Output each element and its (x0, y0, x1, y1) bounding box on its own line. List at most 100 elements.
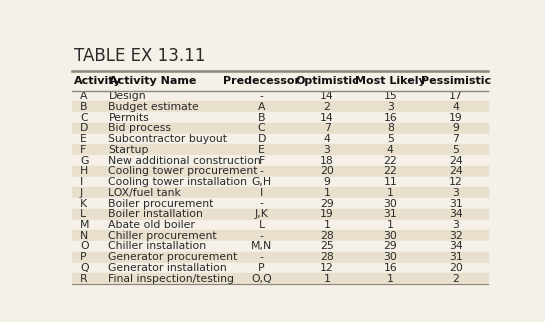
Bar (72, 273, 488, 284)
Text: P: P (80, 252, 87, 262)
Text: J,K: J,K (255, 209, 269, 219)
Text: 24: 24 (449, 166, 463, 176)
Text: N: N (80, 231, 88, 241)
Text: 3: 3 (387, 102, 393, 112)
Text: 24: 24 (449, 156, 463, 166)
Bar (72, 252, 488, 263)
Text: 5: 5 (387, 134, 393, 144)
Text: 9: 9 (452, 123, 459, 133)
Text: 14: 14 (320, 91, 334, 101)
Text: 30: 30 (383, 252, 397, 262)
Text: A: A (258, 102, 265, 112)
Text: LOX/fuel tank: LOX/fuel tank (108, 188, 181, 198)
Text: A: A (80, 91, 87, 101)
Bar (72, 209, 488, 220)
Text: 31: 31 (449, 252, 463, 262)
Text: J: J (80, 188, 83, 198)
Text: 3: 3 (452, 188, 459, 198)
Text: Chiller installation: Chiller installation (108, 242, 207, 251)
Text: -: - (260, 166, 264, 176)
Text: M: M (80, 220, 89, 230)
Text: Chiller procurement: Chiller procurement (108, 231, 217, 241)
Text: 32: 32 (449, 231, 463, 241)
Text: Q: Q (80, 263, 89, 273)
Text: Predecessor: Predecessor (223, 76, 300, 86)
Text: 17: 17 (449, 91, 463, 101)
Bar (72, 123, 488, 134)
Text: I: I (80, 177, 83, 187)
Text: Activity Name: Activity Name (110, 76, 197, 86)
Text: M,N: M,N (251, 242, 272, 251)
Text: -: - (260, 199, 264, 209)
Text: 29: 29 (383, 242, 397, 251)
Text: 19: 19 (449, 113, 463, 123)
Text: 4: 4 (387, 145, 393, 155)
Text: Subcontractor buyout: Subcontractor buyout (108, 134, 227, 144)
Text: O: O (80, 242, 89, 251)
Text: 7: 7 (324, 123, 331, 133)
Text: 8: 8 (387, 123, 393, 133)
Text: Permits: Permits (108, 113, 149, 123)
Text: 34: 34 (449, 242, 463, 251)
Text: 5: 5 (452, 145, 459, 155)
Text: 28: 28 (320, 252, 334, 262)
Text: 1: 1 (387, 220, 393, 230)
Bar (72, 263, 488, 273)
Text: E: E (258, 145, 265, 155)
Text: 11: 11 (383, 177, 397, 187)
Text: 19: 19 (320, 209, 334, 219)
Text: Design: Design (108, 91, 146, 101)
Text: -: - (260, 252, 264, 262)
Text: 4: 4 (452, 102, 459, 112)
Text: G: G (80, 156, 88, 166)
Text: 1: 1 (387, 274, 393, 284)
Text: Pessimistic: Pessimistic (421, 76, 490, 86)
Text: 22: 22 (383, 156, 397, 166)
Bar (72, 101, 488, 112)
Text: Boiler procurement: Boiler procurement (108, 199, 214, 209)
Text: B: B (258, 113, 265, 123)
Text: 7: 7 (452, 134, 459, 144)
Text: C: C (80, 113, 88, 123)
Bar (72, 198, 488, 209)
Text: 28: 28 (320, 231, 334, 241)
Text: 3: 3 (324, 145, 331, 155)
Text: Cooling tower procurement: Cooling tower procurement (108, 166, 258, 176)
Bar (72, 112, 488, 123)
Text: 1: 1 (324, 274, 331, 284)
Bar (72, 230, 488, 241)
Text: 4: 4 (324, 134, 331, 144)
Text: 16: 16 (383, 263, 397, 273)
Text: 1: 1 (387, 188, 393, 198)
Text: H: H (80, 166, 88, 176)
Bar (72, 166, 488, 177)
Text: 1: 1 (324, 188, 331, 198)
Text: K: K (80, 199, 87, 209)
Text: Boiler installation: Boiler installation (108, 209, 203, 219)
Text: Cooling tower installation: Cooling tower installation (108, 177, 247, 187)
Text: TABLE EX 13.11: TABLE EX 13.11 (75, 47, 206, 65)
Bar (72, 134, 488, 145)
Text: Abate old boiler: Abate old boiler (108, 220, 195, 230)
Text: Optimistic: Optimistic (295, 76, 359, 86)
Text: D: D (257, 134, 266, 144)
Text: Bid process: Bid process (108, 123, 172, 133)
Bar (72, 91, 488, 101)
Text: 31: 31 (449, 199, 463, 209)
Text: -: - (260, 231, 264, 241)
Text: F: F (80, 145, 86, 155)
Text: 31: 31 (383, 209, 397, 219)
Text: 9: 9 (324, 177, 331, 187)
Text: Startup: Startup (108, 145, 149, 155)
Bar (72, 145, 488, 155)
Text: 15: 15 (383, 91, 397, 101)
Bar (72, 220, 488, 230)
Text: 30: 30 (383, 199, 397, 209)
Bar (72, 177, 488, 187)
Text: Generator installation: Generator installation (108, 263, 227, 273)
Text: 29: 29 (320, 199, 334, 209)
Text: G,H: G,H (252, 177, 272, 187)
Text: P: P (258, 263, 265, 273)
Text: E: E (80, 134, 87, 144)
Text: 2: 2 (324, 102, 331, 112)
